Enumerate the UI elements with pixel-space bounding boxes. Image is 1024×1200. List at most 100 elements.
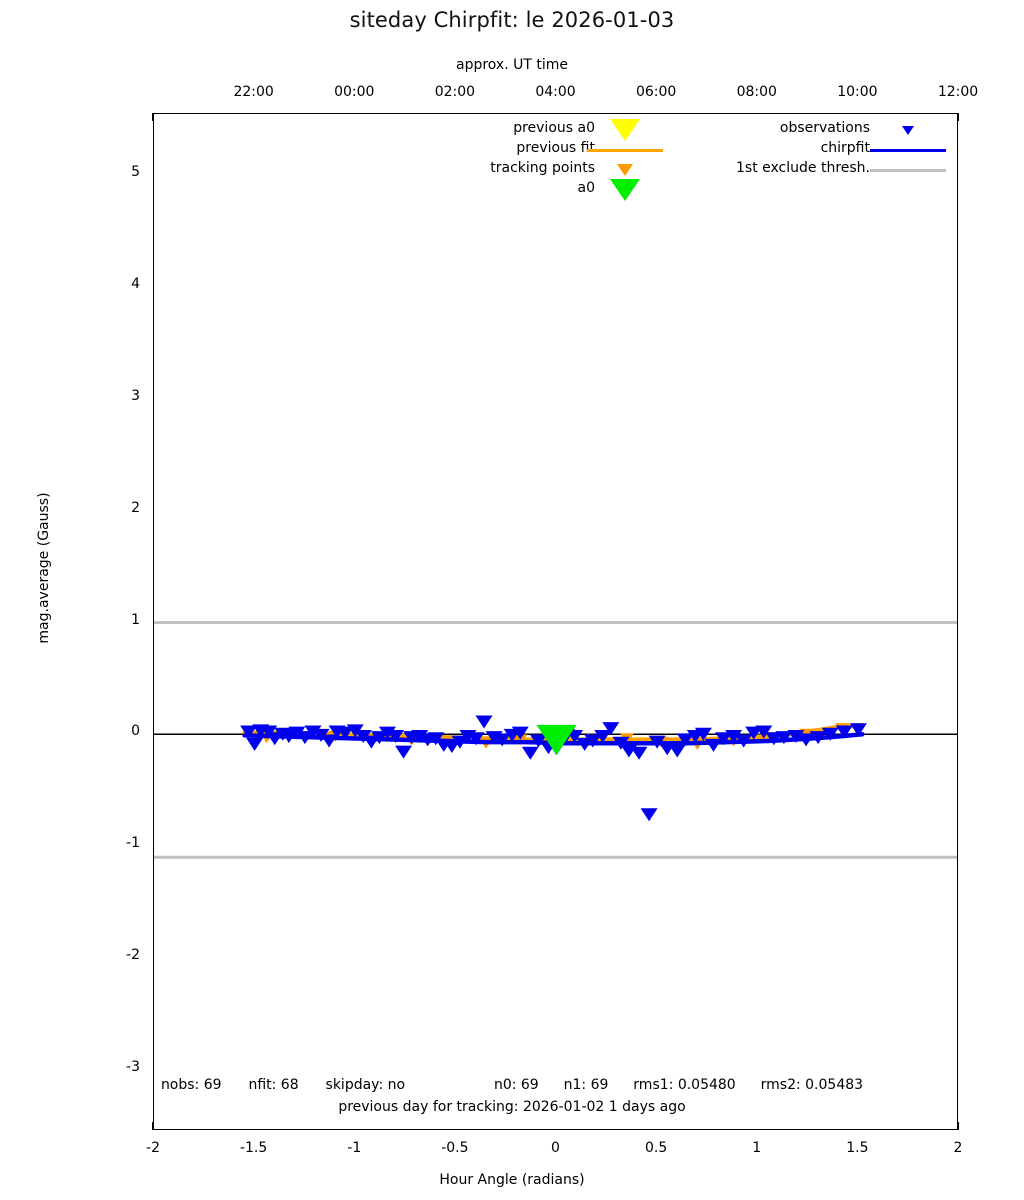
observation-marker	[787, 729, 805, 743]
observation-marker	[704, 738, 722, 752]
observation-marker	[725, 729, 743, 743]
skipday-stat: skipday: no	[325, 1077, 406, 1093]
x-axis-tick-label: 1.5	[846, 1140, 869, 1156]
y-axis-tick-label: 1	[131, 611, 140, 628]
observation-marker	[354, 729, 372, 743]
y-axis-tick-label: 4	[131, 276, 140, 293]
observation-marker	[735, 734, 753, 748]
x-axis-tick-label: 2	[953, 1140, 963, 1156]
legend-swatch-triangle-icon	[610, 119, 640, 141]
observation-marker	[296, 731, 314, 745]
legend-label-1st-exclude-thresh-: 1st exclude thresh.	[736, 160, 870, 176]
top-axis-tick-label: 04:00	[535, 84, 576, 100]
observation-marker	[521, 746, 539, 760]
x-axis-tick-label: -1.5	[239, 1140, 268, 1156]
x-axis-title: Hour Angle (radians)	[439, 1172, 585, 1188]
y-axis-tick-label: -3	[126, 1058, 140, 1075]
y-axis-tick-label: 0	[131, 723, 140, 740]
legend-label-tracking-points: tracking points	[490, 160, 595, 176]
observation-marker	[346, 724, 364, 738]
observation-marker	[246, 737, 264, 751]
observation-marker	[240, 725, 258, 739]
top-axis-tick-label: 02:00	[434, 84, 476, 100]
x-axis-tick-label: -1	[347, 1140, 362, 1156]
top-axis-tick-label: 10:00	[837, 84, 878, 100]
legend-swatch-triangle-icon	[617, 164, 633, 176]
plot-area	[153, 113, 958, 1130]
observation-marker	[529, 734, 547, 748]
observation-marker	[260, 725, 278, 739]
observation-marker	[584, 734, 602, 748]
y-axis-tick-label: 2	[131, 499, 140, 516]
legend-swatch-line	[587, 149, 663, 152]
observation-marker	[451, 735, 469, 749]
observation-marker	[443, 740, 461, 754]
x-axis-tick-label: 1	[752, 1140, 762, 1156]
observation-marker	[849, 723, 867, 737]
legend: previous a0 previous fit tracking points a0…	[430, 119, 950, 208]
legend-label-observations: observations	[779, 120, 870, 136]
plot-canvas	[154, 114, 957, 1129]
footer-tracking-line: previous day for tracking: 2026-01-02 1 …	[338, 1099, 686, 1115]
observation-marker	[475, 715, 493, 729]
observation-marker	[266, 732, 284, 746]
observation-marker	[387, 729, 404, 743]
observation-marker	[640, 808, 658, 822]
observation-marker	[775, 731, 793, 745]
top-axis-tick-label: 12:00	[937, 84, 979, 100]
observation-marker	[370, 731, 388, 745]
observation-marker	[467, 732, 485, 746]
top-axis-tick-label: 08:00	[736, 84, 777, 100]
y-axis-tick-label: -2	[126, 946, 140, 963]
rms1-stat: rms1: 0.05480	[633, 1077, 736, 1093]
observation-marker	[715, 732, 733, 746]
observation-marker	[411, 729, 429, 743]
chirpfit-line	[242, 732, 865, 746]
y-axis-tick-label: -1	[126, 835, 140, 852]
observation-marker	[427, 732, 445, 746]
observation-marker	[745, 726, 763, 740]
observations-group	[240, 715, 867, 822]
observation-marker	[648, 735, 666, 749]
observation-marker	[835, 725, 853, 739]
observation-marker	[395, 745, 413, 759]
top-axis-tick-label: 06:00	[635, 84, 677, 100]
top-axis-tick	[152, 113, 154, 121]
legend-label-previous-a0: previous a0	[513, 120, 595, 136]
legend-label-previous-fit: previous fit	[516, 140, 595, 156]
a0-marker-group	[536, 724, 577, 755]
observation-marker	[755, 725, 773, 739]
observation-marker	[362, 735, 380, 749]
y-axis-title: mag.average (Gauss)	[36, 492, 52, 644]
observation-marker	[765, 732, 783, 746]
observation-marker	[694, 727, 712, 741]
plot-svg	[154, 621, 957, 859]
x-axis-tick-label: 0	[551, 1140, 560, 1156]
observation-marker	[668, 744, 686, 758]
legend-label-chirpfit: chirpfit	[820, 140, 870, 156]
legend-swatch-line	[870, 169, 946, 172]
y-axis-tick-label: 5	[131, 164, 140, 181]
observation-marker	[676, 733, 694, 747]
nobs-stat: nobs: 69	[160, 1077, 222, 1093]
observation-marker	[336, 726, 354, 740]
x-axis-tick-label: 0.5	[644, 1140, 668, 1156]
nfit-stat: nfit: 68	[248, 1077, 299, 1093]
observation-marker	[511, 726, 529, 740]
observation-marker	[594, 729, 612, 743]
x-axis-tick	[152, 1122, 154, 1130]
legend-swatch-line	[870, 149, 946, 152]
observation-marker	[602, 722, 620, 736]
page-title: siteday Chirpfit: le 2026-01-03	[349, 8, 675, 32]
legend-swatch-triangle-icon	[610, 179, 640, 201]
observation-marker	[493, 733, 511, 747]
a0-marker	[536, 724, 577, 755]
top-axis-label: approx. UT time	[456, 57, 568, 73]
footer-stats-line: nobs: 69 nfit: 68 skipday: no n0: 69 n1:…	[0, 1077, 1024, 1093]
observation-marker	[630, 746, 648, 760]
x-axis-tick-label: -0.5	[441, 1140, 469, 1156]
legend-label-a0: a0	[577, 180, 596, 196]
observation-marker	[320, 734, 338, 748]
observation-marker	[288, 726, 306, 740]
